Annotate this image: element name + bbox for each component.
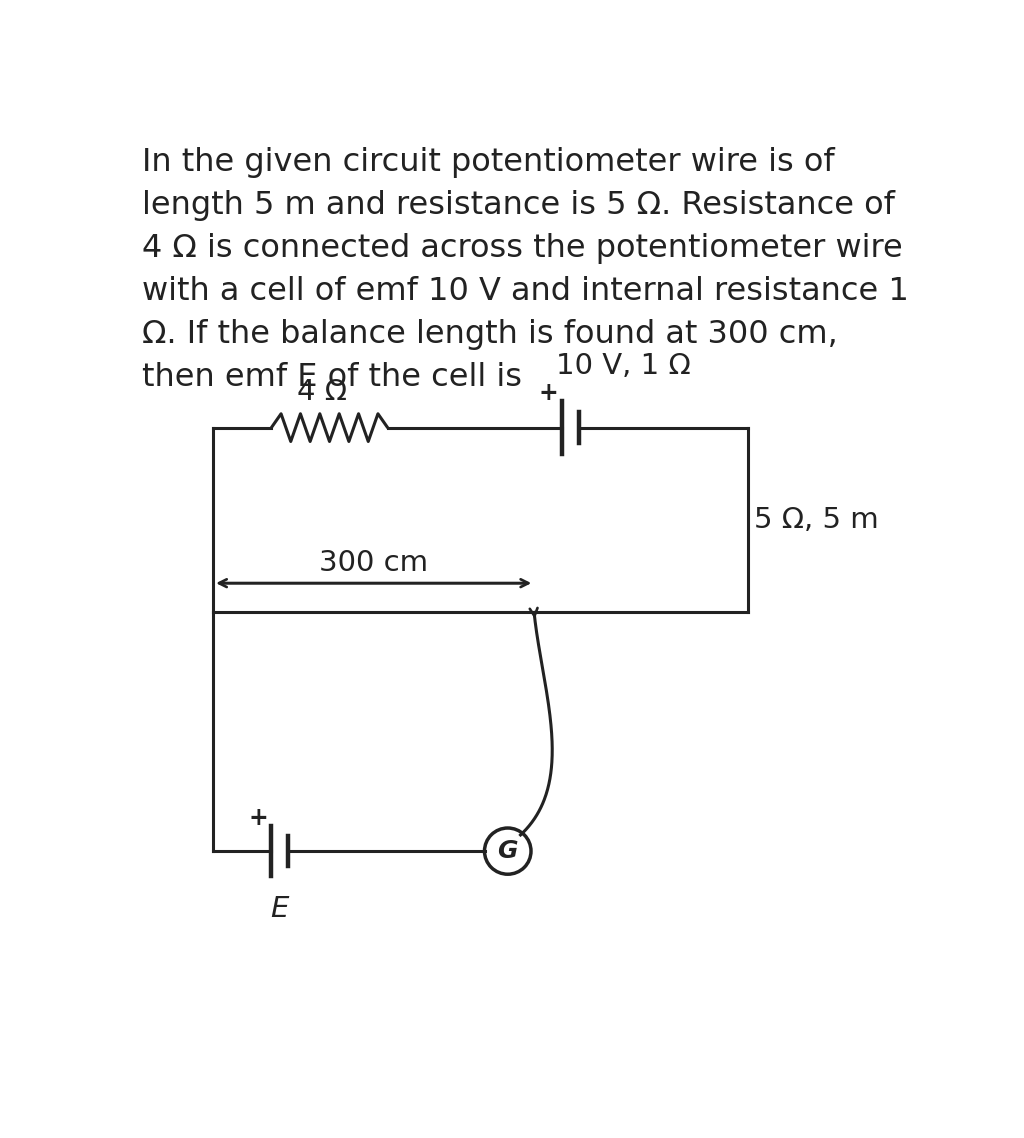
Text: +: +: [249, 807, 268, 831]
Text: In the given circuit potentiometer wire is of
length 5 m and resistance is 5 Ω. : In the given circuit potentiometer wire …: [142, 147, 909, 393]
Text: E: E: [270, 894, 289, 923]
Text: 300 cm: 300 cm: [319, 549, 428, 577]
Text: +: +: [539, 381, 559, 405]
Text: 5 Ω, 5 m: 5 Ω, 5 m: [755, 506, 879, 534]
Text: 4 Ω: 4 Ω: [297, 378, 347, 406]
Text: G: G: [498, 839, 518, 863]
Text: 10 V, 1 Ω: 10 V, 1 Ω: [556, 352, 690, 380]
